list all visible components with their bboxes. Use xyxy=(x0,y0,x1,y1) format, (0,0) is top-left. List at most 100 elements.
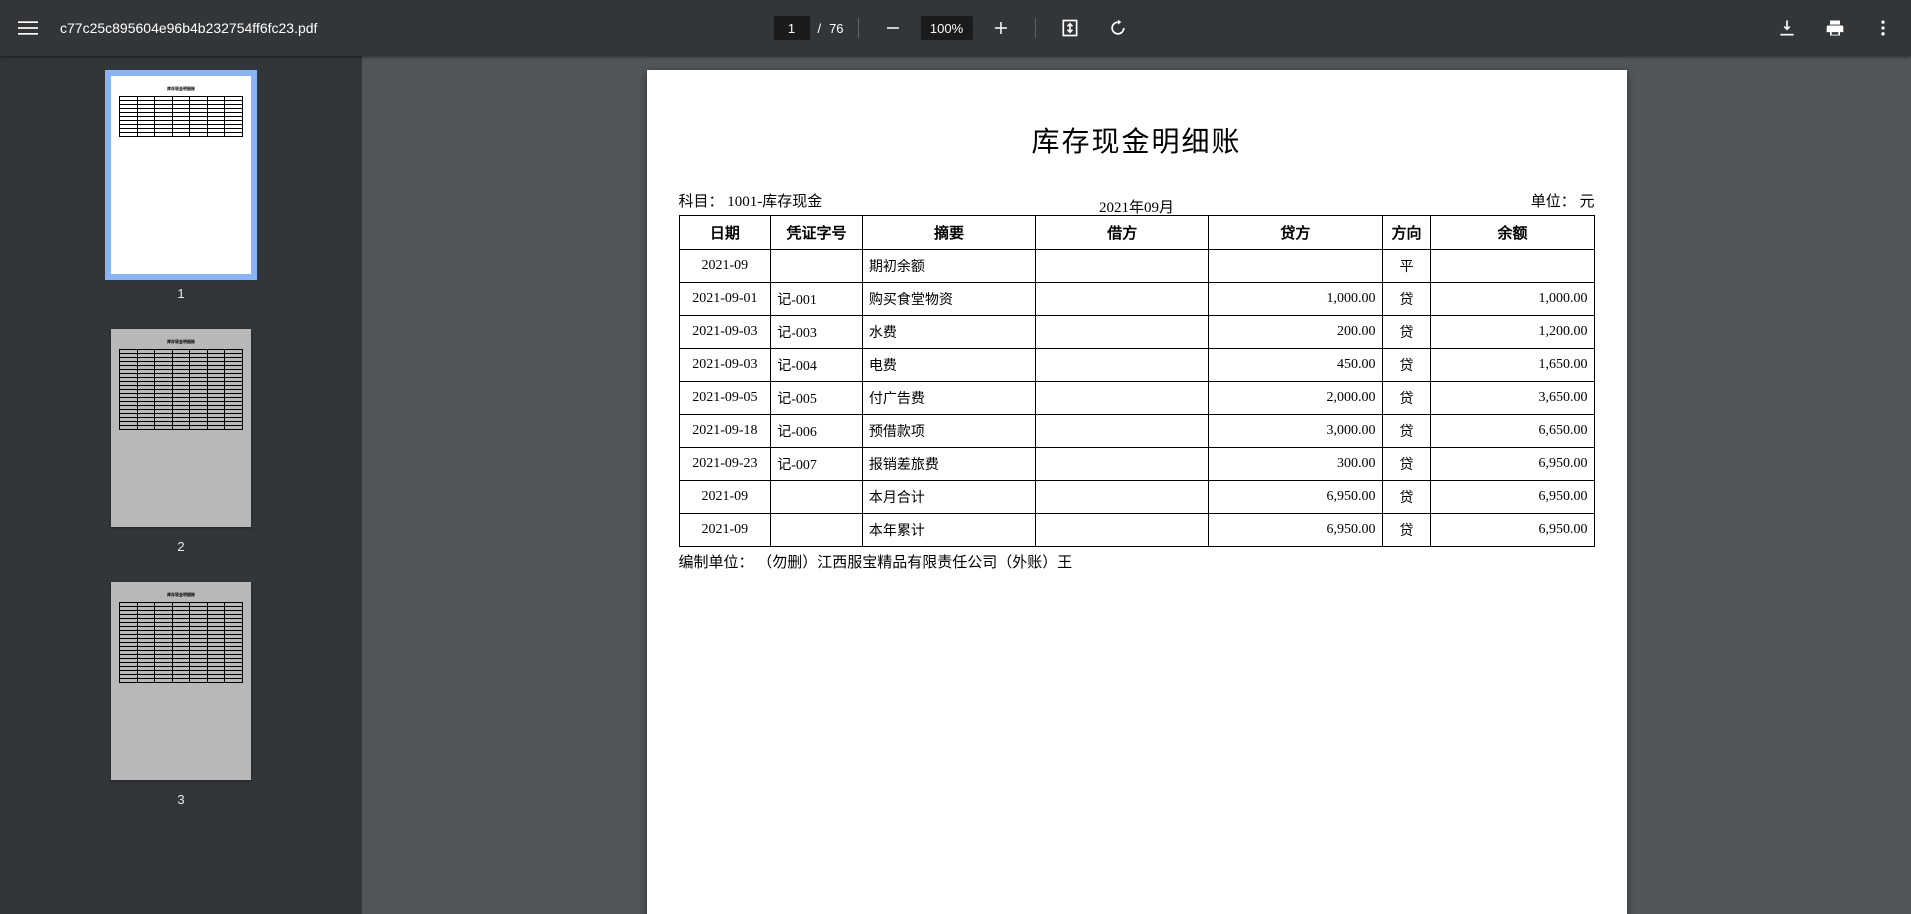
cell-credit: 6,950.00 xyxy=(1209,514,1382,547)
col-header-debit: 借方 xyxy=(1036,216,1209,250)
thumbnail[interactable]: 库存现金明细账3 xyxy=(0,582,362,807)
cell-vno: 记-006 xyxy=(771,415,863,448)
cell-balance: 1,200.00 xyxy=(1431,316,1594,349)
cell-balance: 1,000.00 xyxy=(1431,283,1594,316)
table-row: 2021-09-23记-007报销差旅费300.00贷6,950.00 xyxy=(679,448,1594,481)
cell-balance: 1,650.00 xyxy=(1431,349,1594,382)
thumbnail-number: 1 xyxy=(177,286,184,301)
cell-dir: 贷 xyxy=(1382,481,1431,514)
doc-title: 库存现金明细账 xyxy=(679,120,1595,160)
col-header-desc: 摘要 xyxy=(862,216,1035,250)
table-row: 2021-09-01记-001购买食堂物资1,000.00贷1,000.00 xyxy=(679,283,1594,316)
subject-label: 科目： xyxy=(679,194,724,210)
pdf-toolbar: c77c25c895604e96b4b232754ff6fc23.pdf / 7… xyxy=(0,0,1911,56)
col-header-balance: 余额 xyxy=(1431,216,1594,250)
cell-credit: 300.00 xyxy=(1209,448,1382,481)
cell-desc: 报销差旅费 xyxy=(862,448,1035,481)
cell-date: 2021-09 xyxy=(679,514,771,547)
cell-debit xyxy=(1036,283,1209,316)
col-header-vno: 凭证字号 xyxy=(771,216,863,250)
pdf-page: 库存现金明细账 科目： 1001-库存现金 2021年09月 单位： 元 日期凭… xyxy=(647,70,1627,914)
zoom-in-icon xyxy=(992,19,1010,37)
cell-dir: 贷 xyxy=(1382,283,1431,316)
cell-balance: 6,950.00 xyxy=(1431,448,1594,481)
cell-desc: 期初余额 xyxy=(862,250,1035,283)
cell-desc: 付广告费 xyxy=(862,382,1035,415)
cell-date: 2021-09-03 xyxy=(679,349,771,382)
cell-desc: 电费 xyxy=(862,349,1035,382)
cell-dir: 平 xyxy=(1382,250,1431,283)
cell-credit xyxy=(1209,250,1382,283)
footer-note: 编制单位： （勿删）江西服宝精品有限责任公司（外账）王 xyxy=(679,551,1595,572)
print-icon xyxy=(1825,18,1845,38)
table-row: 2021-09 期初余额 平 xyxy=(679,250,1594,283)
menu-button[interactable] xyxy=(8,8,48,48)
thumbnail-sidebar[interactable]: 库存现金明细账1 库存现金明细账2 库存现金明细账3 xyxy=(0,56,362,914)
download-icon xyxy=(1777,18,1797,38)
cell-date: 2021-09-18 xyxy=(679,415,771,448)
table-row: 2021-09 本年累计 6,950.00贷6,950.00 xyxy=(679,514,1594,547)
cell-dir: 贷 xyxy=(1382,415,1431,448)
cell-balance: 6,950.00 xyxy=(1431,514,1594,547)
cell-dir: 贷 xyxy=(1382,448,1431,481)
table-row: 2021-09本月合计6,950.00贷6,950.00 xyxy=(679,481,1594,514)
cell-vno xyxy=(771,514,863,547)
cell-desc: 预借款项 xyxy=(862,415,1035,448)
more-icon xyxy=(1873,18,1893,38)
cell-date: 2021-09 xyxy=(679,250,771,283)
col-header-dir: 方向 xyxy=(1382,216,1431,250)
cell-credit: 200.00 xyxy=(1209,316,1382,349)
cell-dir: 贷 xyxy=(1382,316,1431,349)
table-row: 2021-09-05记-005付广告费 2,000.00贷3,650.00 xyxy=(679,382,1594,415)
cell-debit xyxy=(1036,382,1209,415)
cell-credit: 1,000.00 xyxy=(1209,283,1382,316)
cell-date: 2021-09 xyxy=(679,481,771,514)
table-row: 2021-09-03记-004电费450.00贷1,650.00 xyxy=(679,349,1594,382)
cell-dir: 贷 xyxy=(1382,514,1431,547)
cell-vno: 记-001 xyxy=(771,283,863,316)
col-header-date: 日期 xyxy=(679,216,771,250)
cell-debit xyxy=(1036,349,1209,382)
print-button[interactable] xyxy=(1815,8,1855,48)
cell-balance: 6,650.00 xyxy=(1431,415,1594,448)
cell-debit xyxy=(1036,250,1209,283)
cell-debit xyxy=(1036,481,1209,514)
pdf-viewer[interactable]: 库存现金明细账 科目： 1001-库存现金 2021年09月 单位： 元 日期凭… xyxy=(362,56,1911,914)
zoom-out-button[interactable] xyxy=(873,8,913,48)
thumbnail[interactable]: 库存现金明细账1 xyxy=(0,76,362,301)
ledger-table: 日期凭证字号摘要借方贷方方向余额 2021-09期初余额平2021-09-01记… xyxy=(679,215,1595,547)
cell-date: 2021-09-03 xyxy=(679,316,771,349)
cell-date: 2021-09-05 xyxy=(679,382,771,415)
fit-page-button[interactable] xyxy=(1050,8,1090,48)
cell-dir: 贷 xyxy=(1382,349,1431,382)
cell-credit: 3,000.00 xyxy=(1209,415,1382,448)
cell-vno: 记-005 xyxy=(771,382,863,415)
zoom-in-button[interactable] xyxy=(981,8,1021,48)
page-number-input[interactable] xyxy=(773,16,809,40)
download-button[interactable] xyxy=(1767,8,1807,48)
table-row: 2021-09-03记-003水费200.00贷1,200.00 xyxy=(679,316,1594,349)
cell-date: 2021-09-23 xyxy=(679,448,771,481)
thumbnail[interactable]: 库存现金明细账2 xyxy=(0,329,362,554)
cell-vno xyxy=(771,250,863,283)
more-button[interactable] xyxy=(1863,8,1903,48)
rotate-button[interactable] xyxy=(1098,8,1138,48)
fit-page-icon xyxy=(1060,18,1080,38)
cell-desc: 本年累计 xyxy=(862,514,1035,547)
cell-debit xyxy=(1036,514,1209,547)
cell-credit: 2,000.00 xyxy=(1209,382,1382,415)
unit-value: 元 xyxy=(1579,194,1594,210)
cell-dir: 贷 xyxy=(1382,382,1431,415)
zoom-level[interactable]: 100% xyxy=(921,16,973,40)
filename-label: c77c25c895604e96b4b232754ff6fc23.pdf xyxy=(60,20,317,36)
cell-balance: 6,950.00 xyxy=(1431,481,1594,514)
cell-balance: 3,650.00 xyxy=(1431,382,1594,415)
cell-debit xyxy=(1036,448,1209,481)
table-row: 2021-09-18记-006预借款项 3,000.00贷6,650.00 xyxy=(679,415,1594,448)
subject: 科目： 1001-库存现金 xyxy=(679,190,823,211)
page-sep: / xyxy=(817,21,821,36)
footer-label: 编制单位： xyxy=(679,555,754,571)
unit-label: 单位： xyxy=(1531,194,1576,210)
zoom-out-icon xyxy=(884,19,902,37)
subject-value: 1001-库存现金 xyxy=(727,194,822,210)
